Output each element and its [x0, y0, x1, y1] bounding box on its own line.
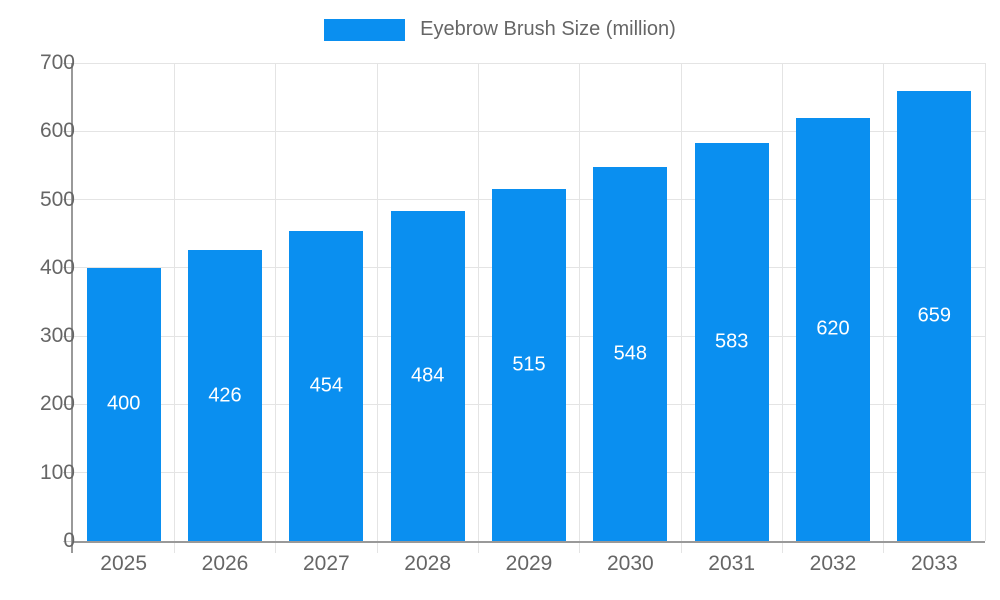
- v-gridline: [477, 63, 479, 541]
- y-axis-tick: [63, 267, 71, 269]
- x-axis-line: [71, 541, 985, 543]
- y-axis-tick: [63, 335, 71, 337]
- y-axis-tick: [63, 199, 71, 201]
- y-tick-label: 400: [39, 255, 75, 279]
- bar-2027[interactable]: 454: [289, 230, 364, 541]
- x-tick-label: 2033: [910, 552, 958, 575]
- y-axis-tick: [63, 403, 71, 405]
- v-gridline: [680, 63, 682, 541]
- bar-2032[interactable]: 620: [796, 117, 870, 541]
- x-axis-tick: [275, 543, 277, 553]
- x-axis-tick: [781, 543, 783, 553]
- y-axis-tick: [63, 472, 71, 474]
- v-gridline: [275, 63, 277, 541]
- x-tick-label: 2032: [809, 552, 857, 575]
- x-tick-label: 2026: [201, 552, 249, 575]
- y-tick-label: 700: [39, 51, 75, 74]
- h-gridline: [73, 130, 985, 132]
- y-axis-tick: [63, 540, 71, 542]
- v-gridline: [883, 63, 885, 541]
- x-tick-label: 2030: [606, 552, 654, 575]
- bar-2025[interactable]: 400: [86, 267, 161, 541]
- bar-value-label: 515: [512, 353, 546, 376]
- bar-2031[interactable]: 583: [694, 142, 769, 541]
- bar-value-label: 426: [208, 384, 242, 407]
- plot-area: 400 426 454 484 515 548 583 620 659: [63, 62, 986, 553]
- legend-label: Eyebrow Brush Size (million): [420, 18, 676, 40]
- bar-2030[interactable]: 548: [593, 166, 668, 541]
- y-axis-tick: [63, 62, 71, 64]
- bar-value-label: 583: [714, 330, 749, 353]
- bar-value-label: 548: [613, 342, 648, 365]
- v-gridline: [984, 63, 986, 541]
- x-axis-tick: [477, 543, 479, 553]
- bar-value-label: 454: [309, 374, 344, 397]
- x-tick-label: 2025: [100, 552, 148, 575]
- v-gridline: [173, 63, 175, 541]
- x-axis-tick: [680, 543, 682, 553]
- bar-2029[interactable]: 515: [492, 189, 566, 541]
- v-gridline: [579, 63, 581, 541]
- x-axis-tick: [173, 543, 175, 553]
- y-axis-line: [71, 63, 73, 553]
- legend-swatch: [324, 18, 406, 41]
- x-tick-label: 2029: [505, 552, 553, 575]
- v-gridline: [781, 63, 783, 541]
- h-gridline: [73, 62, 985, 64]
- y-tick-label: 600: [39, 119, 75, 143]
- x-axis-tick: [883, 543, 885, 553]
- chart-legend[interactable]: Eyebrow Brush Size (million): [0, 18, 1000, 41]
- bar-value-label: 659: [917, 304, 952, 327]
- bar-value-label: 400: [106, 392, 141, 415]
- x-tick-label: 2027: [302, 552, 350, 575]
- y-tick-label: 500: [39, 187, 75, 211]
- v-gridline: [376, 63, 378, 541]
- bar-2026[interactable]: 426: [188, 250, 262, 541]
- y-tick-label: 100: [39, 460, 75, 484]
- y-tick-label: 300: [39, 324, 75, 348]
- y-tick-label: 200: [39, 392, 75, 416]
- x-axis-tick: [579, 543, 581, 553]
- x-tick-label: 2031: [708, 552, 756, 575]
- bar-value-label: 484: [410, 364, 445, 387]
- y-tick-label: 0: [63, 529, 75, 552]
- bar-value-label: 620: [816, 317, 850, 340]
- x-tick-label: 2028: [404, 552, 452, 575]
- bar-2028[interactable]: 484: [390, 210, 465, 541]
- y-axis-tick: [63, 130, 71, 132]
- x-axis-tick: [376, 543, 378, 553]
- bar-2033[interactable]: 659: [897, 91, 972, 541]
